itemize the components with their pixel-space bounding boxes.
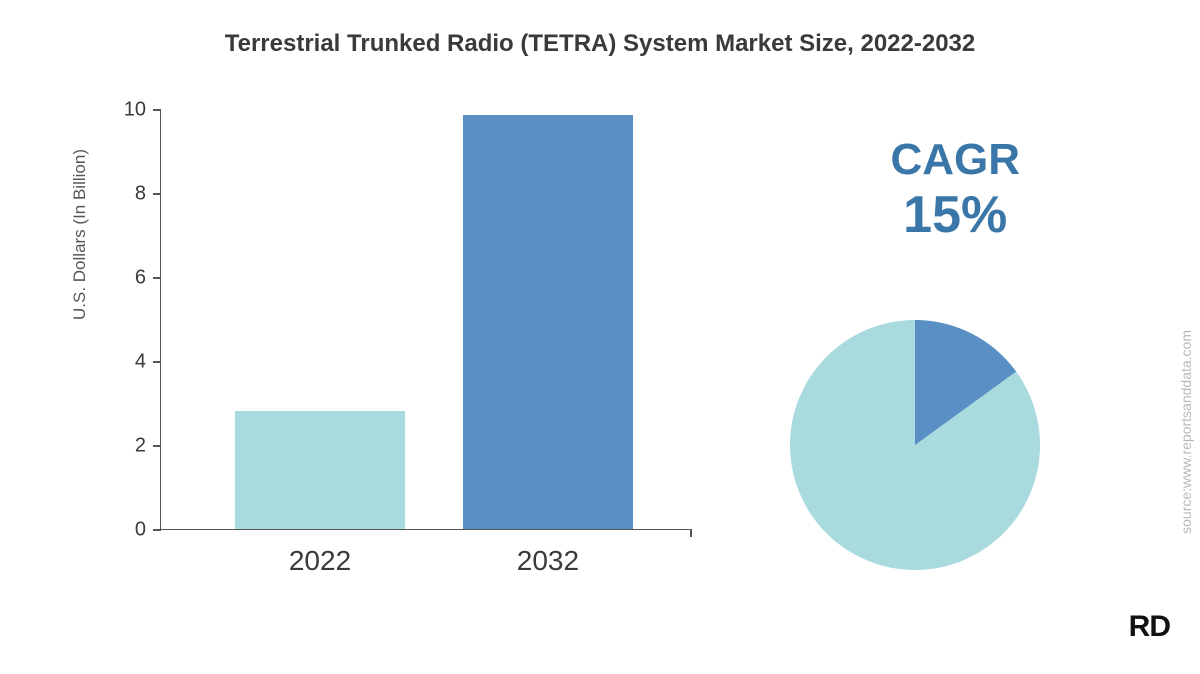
- y-tick-label: 6: [135, 267, 146, 290]
- y-tick-mark: [153, 361, 161, 363]
- bar: [463, 115, 633, 529]
- bar: [235, 411, 405, 529]
- chart-title: Terrestrial Trunked Radio (TETRA) System…: [0, 30, 1200, 58]
- y-tick-mark: [153, 445, 161, 447]
- brand-logo: RD: [1129, 610, 1170, 644]
- pie-chart: [790, 320, 1040, 570]
- bar-chart: 024681020222032: [160, 110, 690, 530]
- cagr-label: CAGR: [890, 135, 1020, 186]
- pie-svg: [790, 320, 1040, 570]
- y-tick-label: 4: [135, 351, 146, 374]
- y-tick-mark: [153, 529, 161, 531]
- cagr-block: CAGR 15%: [890, 135, 1020, 245]
- y-tick-label: 10: [124, 99, 146, 122]
- logo-letter-d: D: [1149, 610, 1170, 644]
- y-axis-label: U.S. Dollars (In Billion): [70, 149, 90, 320]
- x-tick-label: 2022: [289, 545, 351, 577]
- y-tick-mark: [153, 109, 161, 111]
- plot-area: 024681020222032: [160, 110, 690, 530]
- y-tick-mark: [153, 193, 161, 195]
- source-attribution: source:www.reportsanddata.com: [1178, 330, 1194, 534]
- cagr-value: 15%: [890, 186, 1020, 246]
- y-tick-mark: [153, 277, 161, 279]
- y-tick-label: 8: [135, 183, 146, 206]
- x-tick-label: 2032: [517, 545, 579, 577]
- y-tick-label: 2: [135, 435, 146, 458]
- y-tick-label: 0: [135, 519, 146, 542]
- x-axis-end-tick: [690, 529, 692, 537]
- logo-letter-r: R: [1129, 610, 1150, 644]
